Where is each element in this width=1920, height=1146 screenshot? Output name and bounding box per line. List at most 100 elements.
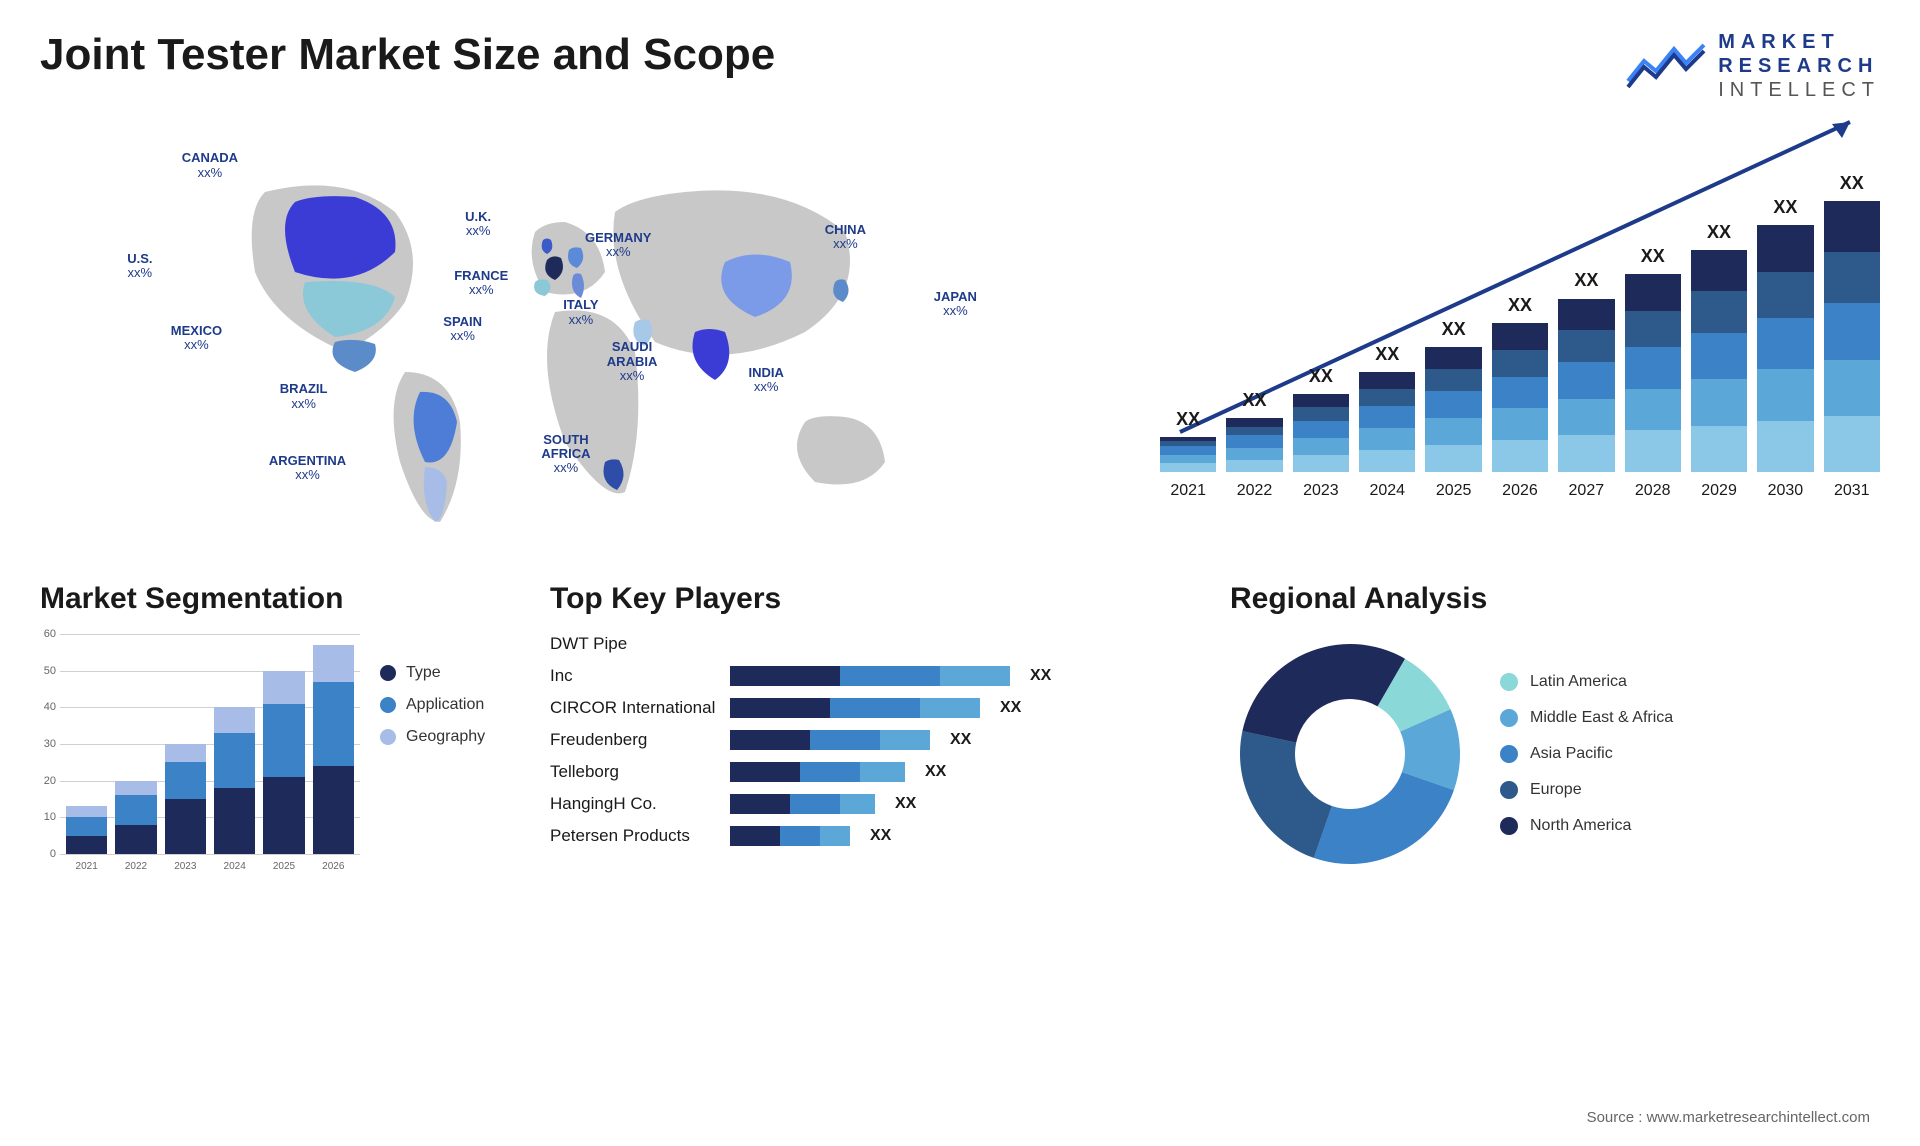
seg-legend-item: Application (380, 696, 485, 714)
seg-bar-seg (165, 762, 206, 799)
regional-legend: Latin AmericaMiddle East & AfricaAsia Pa… (1500, 673, 1673, 835)
growth-bar-seg (1226, 435, 1282, 447)
segmentation-panel: Market Segmentation 0102030405060 202120… (40, 582, 520, 874)
player-row: FreudenbergXX (550, 730, 1200, 750)
legend-label: Middle East & Africa (1530, 709, 1673, 727)
map-label: SPAINxx% (443, 315, 482, 344)
growth-bar: XX2029 (1691, 250, 1747, 472)
legend-swatch (1500, 781, 1518, 799)
legend-swatch (1500, 817, 1518, 835)
growth-bar-seg (1558, 399, 1614, 436)
growth-bar-seg (1492, 350, 1548, 377)
growth-bar-year: 2028 (1625, 482, 1681, 500)
player-name: CIRCOR International (550, 698, 720, 718)
players-title: Top Key Players (550, 582, 1200, 616)
seg-bar-seg (66, 806, 107, 817)
legend-label: Latin America (1530, 673, 1627, 691)
growth-bar-seg (1824, 416, 1880, 472)
growth-bar-seg (1757, 369, 1813, 420)
growth-bar-seg (1425, 347, 1481, 369)
segmentation-title: Market Segmentation (40, 582, 520, 616)
growth-bar-year: 2025 (1425, 482, 1481, 500)
seg-bar-seg (263, 671, 304, 704)
seg-bar-seg (214, 788, 255, 854)
seg-bar-year: 2024 (214, 861, 255, 872)
growth-bar: XX2023 (1293, 394, 1349, 472)
player-bar-seg (730, 698, 830, 718)
player-row: Inc XX (550, 666, 1200, 686)
seg-bar-seg (165, 744, 206, 762)
map-country (572, 273, 584, 298)
map-label: CHINAxx% (825, 223, 866, 252)
map-label: MEXICOxx% (171, 324, 222, 353)
player-bar (730, 730, 930, 750)
player-bar (730, 666, 1010, 686)
legend-label: Type (406, 664, 441, 682)
seg-bar-seg (66, 836, 107, 854)
legend-label: North America (1530, 817, 1631, 835)
player-name: HangingH Co. (550, 794, 720, 814)
growth-bar: XX2026 (1492, 323, 1548, 472)
growth-bar: XX2021 (1160, 437, 1216, 472)
seg-bar: 2025 (263, 671, 304, 854)
growth-bar-seg (1425, 391, 1481, 418)
player-name: DWT Pipe (550, 634, 720, 654)
logo-line3: INTELLECT (1718, 78, 1880, 102)
seg-bar-seg (115, 795, 156, 824)
player-bar-seg (730, 826, 780, 846)
player-row: DWT Pipe (550, 634, 1200, 654)
donut-slice (1314, 772, 1454, 864)
growth-bar-seg (1691, 379, 1747, 425)
donut-slice (1242, 644, 1405, 743)
player-bar-seg (730, 730, 810, 750)
growth-bar-seg (1160, 463, 1216, 472)
player-name: Inc (550, 666, 720, 686)
legend-swatch (1500, 673, 1518, 691)
map-label: INDIAxx% (749, 366, 784, 395)
growth-bar-seg (1226, 460, 1282, 472)
regional-donut (1230, 634, 1470, 874)
player-name: Telleborg (550, 762, 720, 782)
growth-bar-seg (1425, 418, 1481, 445)
growth-bar: XX2027 (1558, 298, 1614, 472)
regional-legend-item: Middle East & Africa (1500, 709, 1673, 727)
growth-bar-seg (1558, 330, 1614, 362)
player-bar-seg (780, 826, 820, 846)
growth-bar-seg (1824, 201, 1880, 252)
growth-bar-seg (1492, 408, 1548, 440)
growth-bar-seg (1359, 406, 1415, 428)
seg-bar-seg (313, 682, 354, 766)
player-bar-seg (730, 762, 800, 782)
growth-bar-seg (1359, 428, 1415, 450)
growth-bar-seg (1558, 362, 1614, 399)
player-bar (730, 762, 905, 782)
map-label: ARGENTINAxx% (269, 454, 346, 483)
growth-bar-seg (1160, 446, 1216, 455)
growth-bar-label: XX (1492, 295, 1548, 316)
growth-bar-label: XX (1824, 173, 1880, 194)
player-bar-seg (860, 762, 905, 782)
seg-bar-seg (263, 777, 304, 854)
map-label: JAPANxx% (934, 290, 977, 319)
player-row: TelleborgXX (550, 762, 1200, 782)
page-title: Joint Tester Market Size and Scope (40, 30, 775, 80)
seg-bar-year: 2023 (165, 861, 206, 872)
growth-bar-seg (1425, 445, 1481, 472)
growth-bar-year: 2023 (1293, 482, 1349, 500)
growth-bar-seg (1824, 303, 1880, 359)
legend-swatch (380, 729, 396, 745)
growth-bar-year: 2031 (1824, 482, 1880, 500)
map-label: SOUTHAFRICAxx% (541, 433, 590, 476)
player-value: XX (895, 795, 916, 813)
seg-bar: 2022 (115, 781, 156, 854)
growth-bar-seg (1757, 318, 1813, 369)
legend-swatch (380, 697, 396, 713)
source-text: Source : www.marketresearchintellect.com (1587, 1109, 1870, 1126)
growth-bar-seg (1293, 455, 1349, 472)
seg-bar-seg (263, 704, 304, 777)
growth-bar-label: XX (1625, 246, 1681, 267)
player-value: XX (1030, 667, 1051, 685)
logo-line2: RESEARCH (1718, 54, 1880, 78)
legend-label: Europe (1530, 781, 1582, 799)
growth-bar-seg (1824, 360, 1880, 416)
